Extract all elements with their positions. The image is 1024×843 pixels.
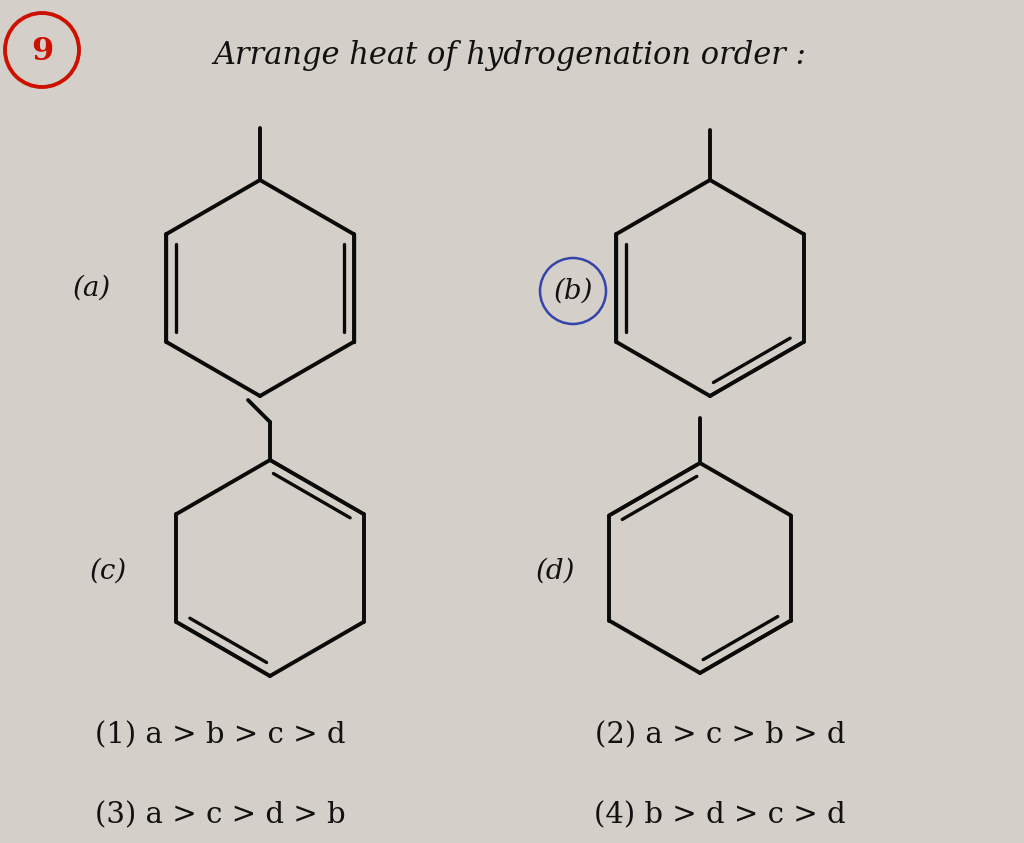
Text: (1) a > b > c > d: (1) a > b > c > d	[95, 721, 345, 749]
Text: (3) a > c > d > b: (3) a > c > d > b	[94, 801, 345, 829]
Text: (b): (b)	[553, 277, 593, 304]
Text: (c): (c)	[89, 557, 127, 584]
Text: (4) b > d > c > d: (4) b > d > c > d	[594, 801, 846, 829]
Text: (d): (d)	[536, 557, 574, 584]
Text: 9: 9	[31, 35, 53, 67]
Text: Arrange heat of hydrogenation order :: Arrange heat of hydrogenation order :	[214, 40, 807, 71]
Text: (a): (a)	[73, 275, 112, 302]
Text: (2) a > c > b > d: (2) a > c > b > d	[595, 721, 845, 749]
